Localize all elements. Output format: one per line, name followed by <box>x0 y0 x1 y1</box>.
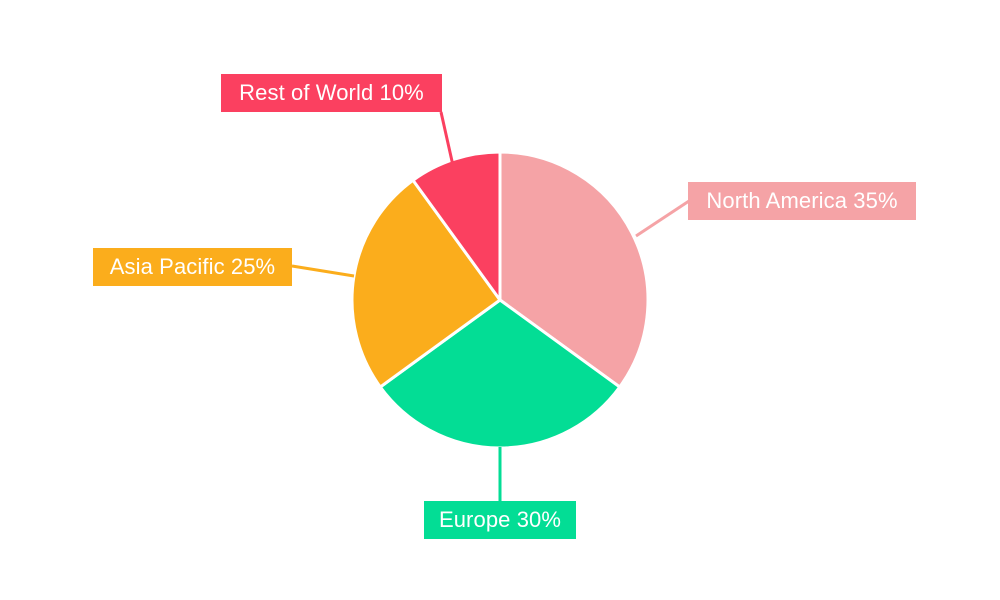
slice-label-europe[interactable]: Europe 30% <box>424 501 576 539</box>
leader-line-north-america <box>635 199 690 238</box>
slice-label-north-america[interactable]: North America 35% <box>688 182 916 220</box>
pie-slices-group <box>350 150 650 450</box>
leader-line-asia-pacific <box>291 264 355 278</box>
slice-label-europe-text: Europe 30% <box>438 507 562 532</box>
leader-lines-group <box>291 111 690 501</box>
slice-label-asia-pacific-text: Asia Pacific 25% <box>109 254 276 279</box>
leader-line-rest-of-world <box>439 111 458 180</box>
pie-slice-asia-pacific[interactable] <box>350 178 502 389</box>
slice-label-rest-of-world-text: Rest of World 10% <box>239 80 424 105</box>
slice-label-asia-pacific[interactable]: Asia Pacific 25% <box>93 248 292 286</box>
slice-label-north-america-text: North America 35% <box>706 188 898 213</box>
slice-label-rest-of-world[interactable]: Rest of World 10% <box>221 74 442 112</box>
pie-slice-north-america[interactable] <box>498 150 650 389</box>
pie-slice-rest-of-world[interactable] <box>411 150 502 302</box>
